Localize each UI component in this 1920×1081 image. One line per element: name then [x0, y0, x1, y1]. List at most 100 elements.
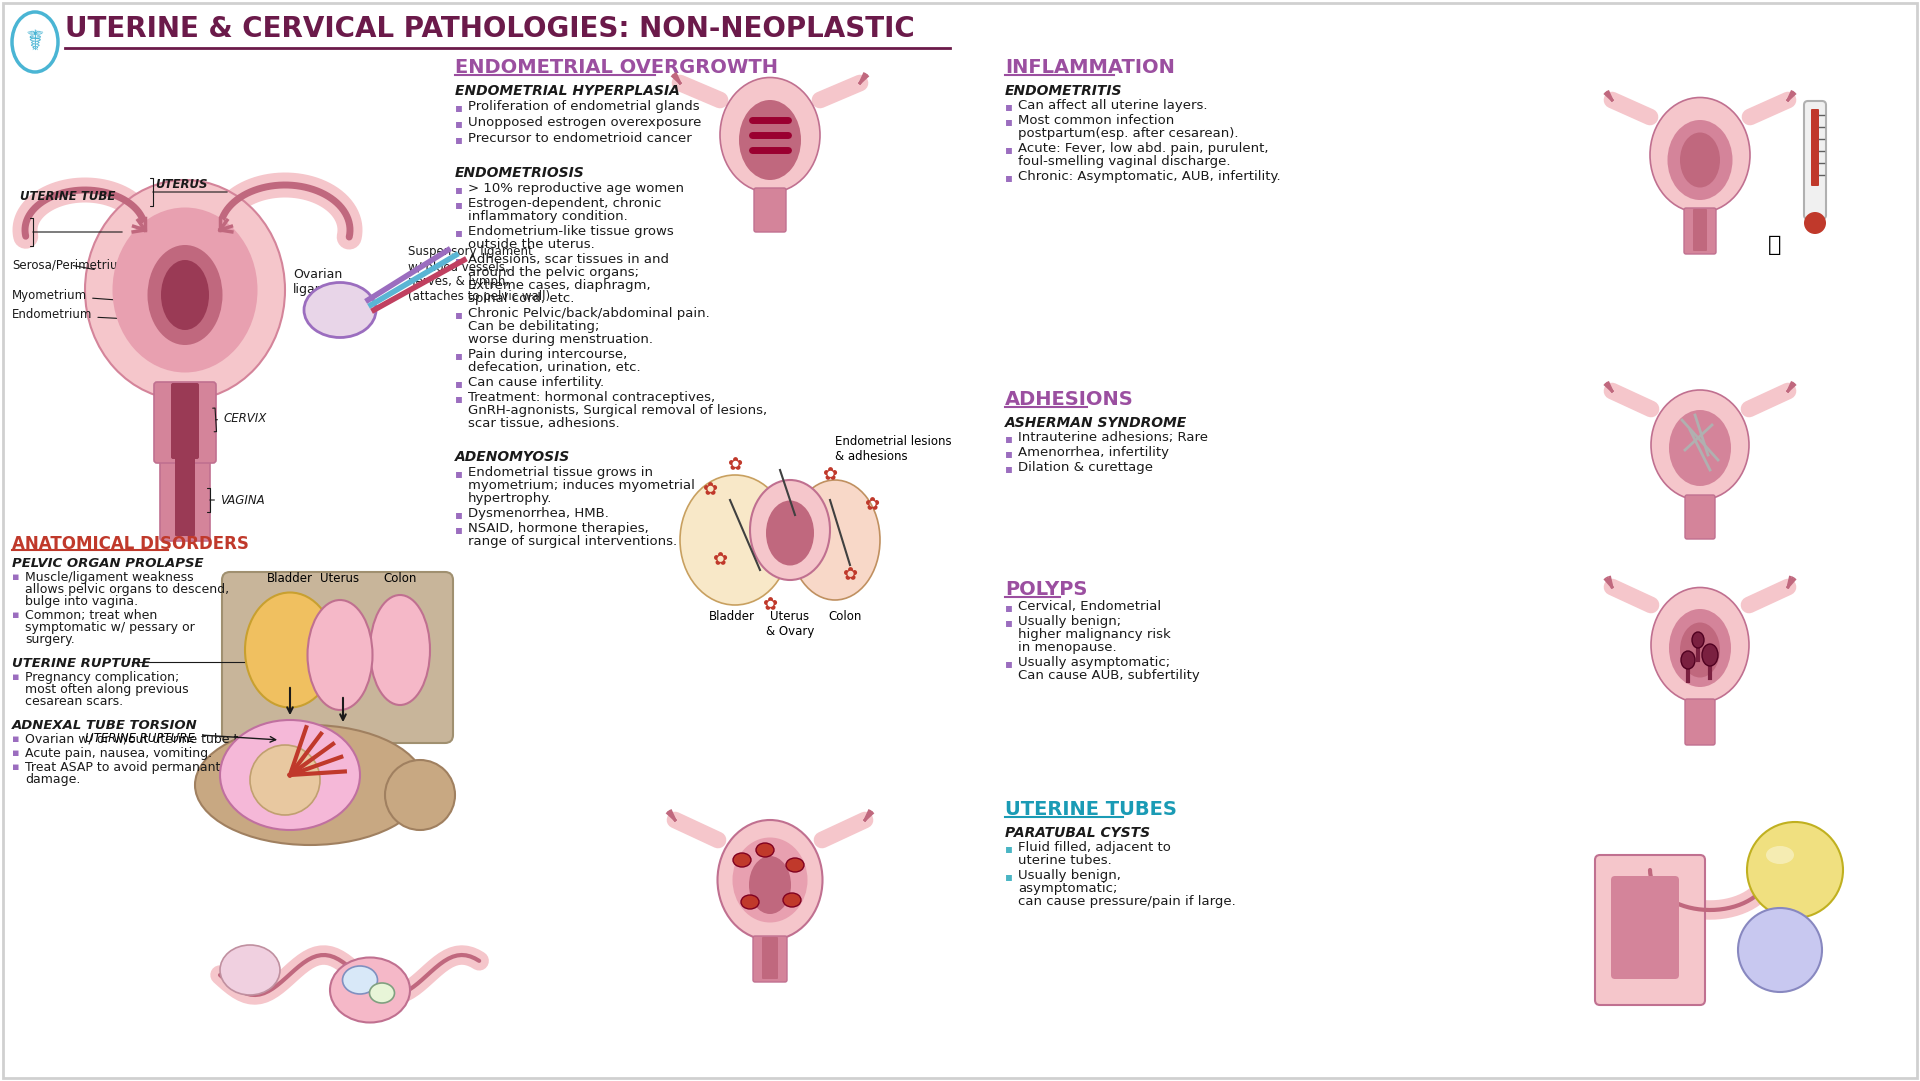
Text: ▪: ▪: [1004, 171, 1014, 184]
Text: Most common infection: Most common infection: [1018, 114, 1175, 126]
Ellipse shape: [371, 595, 430, 705]
Ellipse shape: [84, 181, 284, 400]
Text: Proliferation of endometrial glands: Proliferation of endometrial glands: [468, 101, 699, 114]
Text: Intrauterine adhesions; Rare: Intrauterine adhesions; Rare: [1018, 431, 1208, 444]
Text: Myometrium: Myometrium: [12, 289, 113, 302]
Ellipse shape: [1649, 97, 1749, 213]
Circle shape: [1747, 822, 1843, 918]
FancyBboxPatch shape: [762, 937, 778, 979]
Text: ▪: ▪: [1004, 432, 1014, 445]
Ellipse shape: [12, 12, 58, 72]
Ellipse shape: [680, 475, 789, 605]
Text: ENDOMETRITIS: ENDOMETRITIS: [1004, 84, 1123, 98]
Text: outside the uterus.: outside the uterus.: [468, 238, 595, 251]
Text: ▪: ▪: [12, 748, 19, 758]
FancyBboxPatch shape: [1686, 495, 1715, 539]
Ellipse shape: [1668, 609, 1732, 688]
Ellipse shape: [733, 838, 808, 922]
Text: Treat ASAP to avoid permanant: Treat ASAP to avoid permanant: [25, 761, 221, 774]
Text: CERVIX: CERVIX: [213, 408, 267, 431]
Text: Bladder: Bladder: [267, 572, 313, 585]
Ellipse shape: [720, 78, 820, 192]
FancyBboxPatch shape: [159, 455, 209, 540]
Text: defecation, urination, etc.: defecation, urination, etc.: [468, 361, 641, 374]
Text: ▪: ▪: [455, 254, 463, 267]
Text: ▪: ▪: [455, 377, 463, 390]
Ellipse shape: [1680, 133, 1720, 187]
Text: Usually asymptomatic;: Usually asymptomatic;: [1018, 656, 1169, 669]
FancyBboxPatch shape: [1686, 699, 1715, 745]
Ellipse shape: [1682, 651, 1695, 669]
Text: Usually benign,: Usually benign,: [1018, 869, 1121, 882]
Text: surgery.: surgery.: [25, 633, 75, 646]
Ellipse shape: [196, 725, 424, 845]
Ellipse shape: [1692, 632, 1705, 648]
Text: VAGINA: VAGINA: [207, 489, 265, 511]
Text: 🦠: 🦠: [1768, 235, 1782, 255]
Text: Dysmenorrhea, HMB.: Dysmenorrhea, HMB.: [468, 507, 609, 520]
Text: around the pelvic organs;: around the pelvic organs;: [468, 266, 639, 279]
Text: uterine tubes.: uterine tubes.: [1018, 854, 1112, 867]
Text: Adhesions, scar tissues in and: Adhesions, scar tissues in and: [468, 253, 668, 266]
Text: ▪: ▪: [1004, 842, 1014, 855]
Text: ✿: ✿: [712, 551, 728, 569]
Text: allows pelvic organs to descend,: allows pelvic organs to descend,: [25, 583, 228, 596]
Ellipse shape: [766, 501, 814, 565]
Text: Pregnancy complication;: Pregnancy complication;: [25, 671, 179, 684]
Text: ▪: ▪: [12, 762, 19, 772]
Ellipse shape: [161, 261, 209, 330]
Text: Cervical, Endometrial: Cervical, Endometrial: [1018, 600, 1162, 613]
Text: Usually benign;: Usually benign;: [1018, 615, 1121, 628]
Text: GnRH-agnonists, Surgical removal of lesions,: GnRH-agnonists, Surgical removal of lesi…: [468, 404, 768, 417]
Text: ▪: ▪: [1004, 657, 1014, 670]
Text: Uterus: Uterus: [770, 610, 810, 623]
Ellipse shape: [307, 600, 372, 710]
Ellipse shape: [148, 245, 223, 345]
Text: ▪: ▪: [1004, 462, 1014, 475]
Text: postpartum(esp. after cesarean).: postpartum(esp. after cesarean).: [1018, 126, 1238, 141]
Text: Bladder: Bladder: [708, 610, 755, 623]
Text: bulge into vagina.: bulge into vagina.: [25, 595, 138, 608]
FancyBboxPatch shape: [175, 457, 196, 536]
Text: ADNEXAL TUBE TORSION: ADNEXAL TUBE TORSION: [12, 719, 198, 732]
Text: ▪: ▪: [455, 467, 463, 480]
Ellipse shape: [785, 858, 804, 872]
Ellipse shape: [1701, 644, 1718, 666]
Text: ASHERMAN SYNDROME: ASHERMAN SYNDROME: [1004, 416, 1187, 430]
Ellipse shape: [303, 282, 376, 337]
Text: UTERINE TUBE: UTERINE TUBE: [19, 190, 115, 203]
FancyBboxPatch shape: [1805, 101, 1826, 219]
Ellipse shape: [739, 101, 801, 181]
Text: Uterus: Uterus: [321, 572, 359, 585]
FancyBboxPatch shape: [1611, 876, 1678, 979]
Ellipse shape: [1680, 623, 1720, 678]
Text: ▪: ▪: [455, 101, 463, 114]
Text: INFLAMMATION: INFLAMMATION: [1004, 58, 1175, 77]
Text: Ovarian w/ or w/out uterine tube torsion.: Ovarian w/ or w/out uterine tube torsion…: [25, 733, 280, 746]
Text: Common; treat when: Common; treat when: [25, 609, 157, 622]
Ellipse shape: [1651, 390, 1749, 501]
Text: range of surgical interventions.: range of surgical interventions.: [468, 535, 678, 548]
FancyBboxPatch shape: [1596, 855, 1705, 1005]
Text: Precursor to endometrioid cancer: Precursor to endometrioid cancer: [468, 132, 691, 145]
Text: ✿: ✿: [703, 481, 718, 499]
Text: UTERINE RUPTURE: UTERINE RUPTURE: [12, 657, 150, 670]
Text: ▪: ▪: [1004, 870, 1014, 883]
Text: & Ovary: & Ovary: [766, 625, 814, 638]
Ellipse shape: [1667, 120, 1732, 200]
Ellipse shape: [246, 592, 334, 707]
Text: Endometrium: Endometrium: [12, 308, 148, 321]
Text: Can be debilitating;: Can be debilitating;: [468, 320, 599, 333]
Text: ▪: ▪: [1004, 601, 1014, 614]
Text: ▪: ▪: [12, 672, 19, 682]
Ellipse shape: [756, 843, 774, 857]
Text: ✿: ✿: [762, 596, 778, 614]
Text: ✿: ✿: [864, 496, 879, 513]
Ellipse shape: [718, 820, 822, 940]
Text: ▪: ▪: [1004, 101, 1014, 114]
Text: Unopposed estrogen overexposure: Unopposed estrogen overexposure: [468, 116, 701, 129]
Text: symptomatic w/ pessary or: symptomatic w/ pessary or: [25, 620, 194, 633]
Ellipse shape: [1668, 410, 1732, 486]
Text: ▪: ▪: [1004, 143, 1014, 156]
FancyBboxPatch shape: [154, 382, 215, 463]
